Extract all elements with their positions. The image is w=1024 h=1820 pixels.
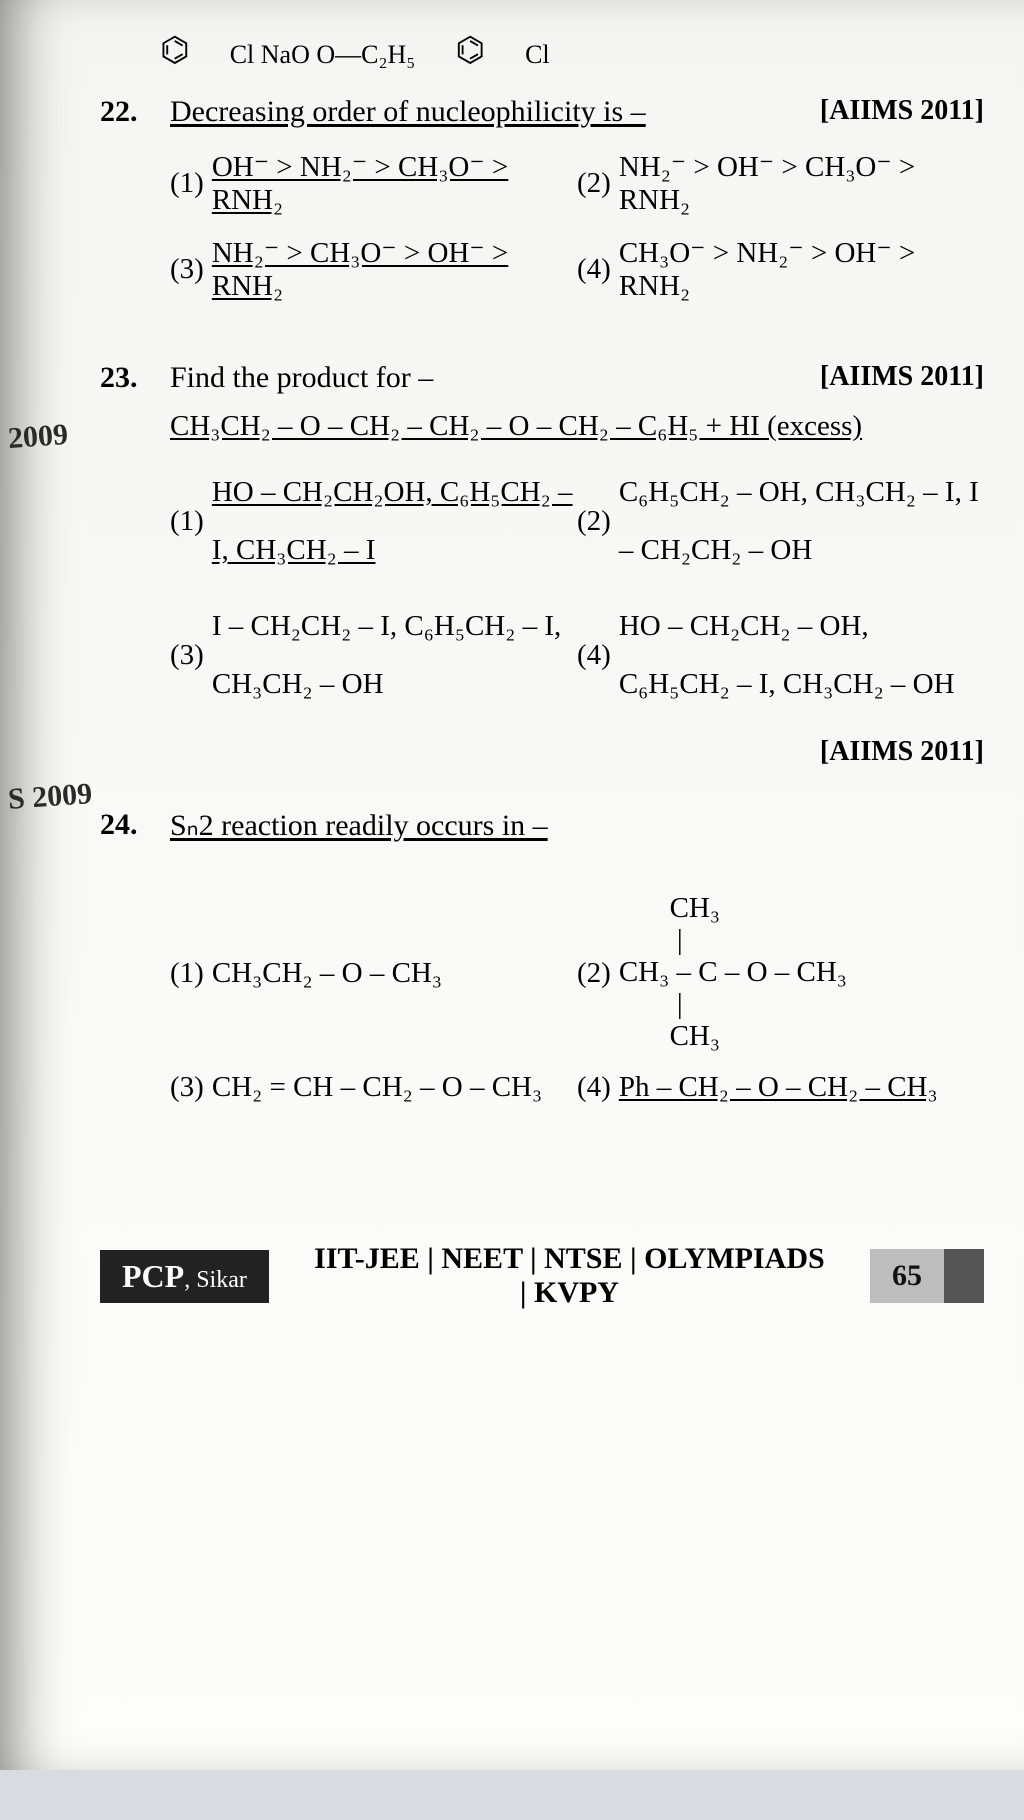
question-22: 22. Decreasing order of nucleophilicity … <box>100 95 984 321</box>
ring-icon: ⌬ <box>455 30 485 70</box>
q24-opt-1: (1)CH₃CH₂ – O – CH₃ <box>170 893 577 1053</box>
q23-text: Find the product for – <box>170 361 800 395</box>
exam-list: IIT-JEE | NEET | NTSE | OLYMPIADS | KVPY <box>309 1242 830 1310</box>
margin-year-1: 2009 <box>7 418 69 456</box>
q24-opt-4: (4)Ph – CH₂ – O – CH₂ – CH₃ <box>577 1071 984 1104</box>
q22-opt-4: (4)CH₃O⁻ > NH₂⁻ > OH⁻ > RNH₂ <box>577 235 984 303</box>
q23-source: [AIIMS 2011] <box>820 361 984 393</box>
q22-opt-1: (1)OH⁻ > NH₂⁻ > CH₃O⁻ > RNH₂ <box>170 149 577 217</box>
q23-opt-1: (1)HO – CH₂CH₂OH, C₆H₅CH₂ – I, CH₃CH₂ – … <box>170 463 577 579</box>
page-number: 65 <box>870 1249 944 1303</box>
q23-number: 23. <box>100 361 150 395</box>
q24-opt-2: (2) CH₃ | CH₃ – C – O – CH₃ | CH₃ <box>577 893 984 1053</box>
q23-source2: [AIIMS 2011] <box>100 736 984 768</box>
page-footer: PCP, Sikar IIT-JEE | NEET | NTSE | OLYMP… <box>100 1242 984 1310</box>
top-fragment: ⌬ Cl NaO O—C₂H₅ ⌬ Cl <box>100 30 984 70</box>
frag-left: Cl NaO O—C₂H₅ <box>230 40 416 70</box>
q22-source: [AIIMS 2011] <box>820 95 984 127</box>
q23-opt-2: (2)C₆H₅CH₂ – OH, CH₃CH₂ – I, I – CH₂CH₂ … <box>577 463 984 579</box>
q24-text: Sₙ2 reaction readily occurs in – <box>170 808 984 843</box>
q23-reaction: CH₃CH₂ – O – CH₂ – CH₂ – O – CH₂ – C₆H₅ … <box>170 410 984 443</box>
question-23: 23. Find the product for – [AIIMS 2011] … <box>100 361 984 768</box>
frag-right: Cl <box>525 40 550 70</box>
ring-icon: ⌬ <box>160 30 190 70</box>
q23-opt-4: (4)HO – CH₂CH₂ – OH, C₆H₅CH₂ – I, CH₃CH₂… <box>577 597 984 713</box>
q22-opt-2: (2)NH₂⁻ > OH⁻ > CH₃O⁻ > RNH₂ <box>577 149 984 217</box>
question-24: 24. Sₙ2 reaction readily occurs in – (1)… <box>100 808 984 1122</box>
margin-year-2: S 2009 <box>7 777 93 817</box>
q24-number: 24. <box>100 808 150 842</box>
page-dark-strip <box>944 1249 984 1303</box>
pcp-logo: PCP, Sikar <box>100 1250 269 1303</box>
q22-text: Decreasing order of nucleophilicity is – <box>170 95 800 129</box>
q22-opt-3: (3)NH₂⁻ > CH₃O⁻ > OH⁻ > RNH₂ <box>170 235 577 303</box>
q22-number: 22. <box>100 95 150 129</box>
q23-opt-3: (3)I – CH₂CH₂ – I, C₆H₅CH₂ – I, CH₃CH₂ –… <box>170 597 577 713</box>
page-number-box: 65 <box>870 1249 984 1303</box>
q24-opt-3: (3)CH₂ = CH – CH₂ – O – CH₃ <box>170 1071 577 1104</box>
